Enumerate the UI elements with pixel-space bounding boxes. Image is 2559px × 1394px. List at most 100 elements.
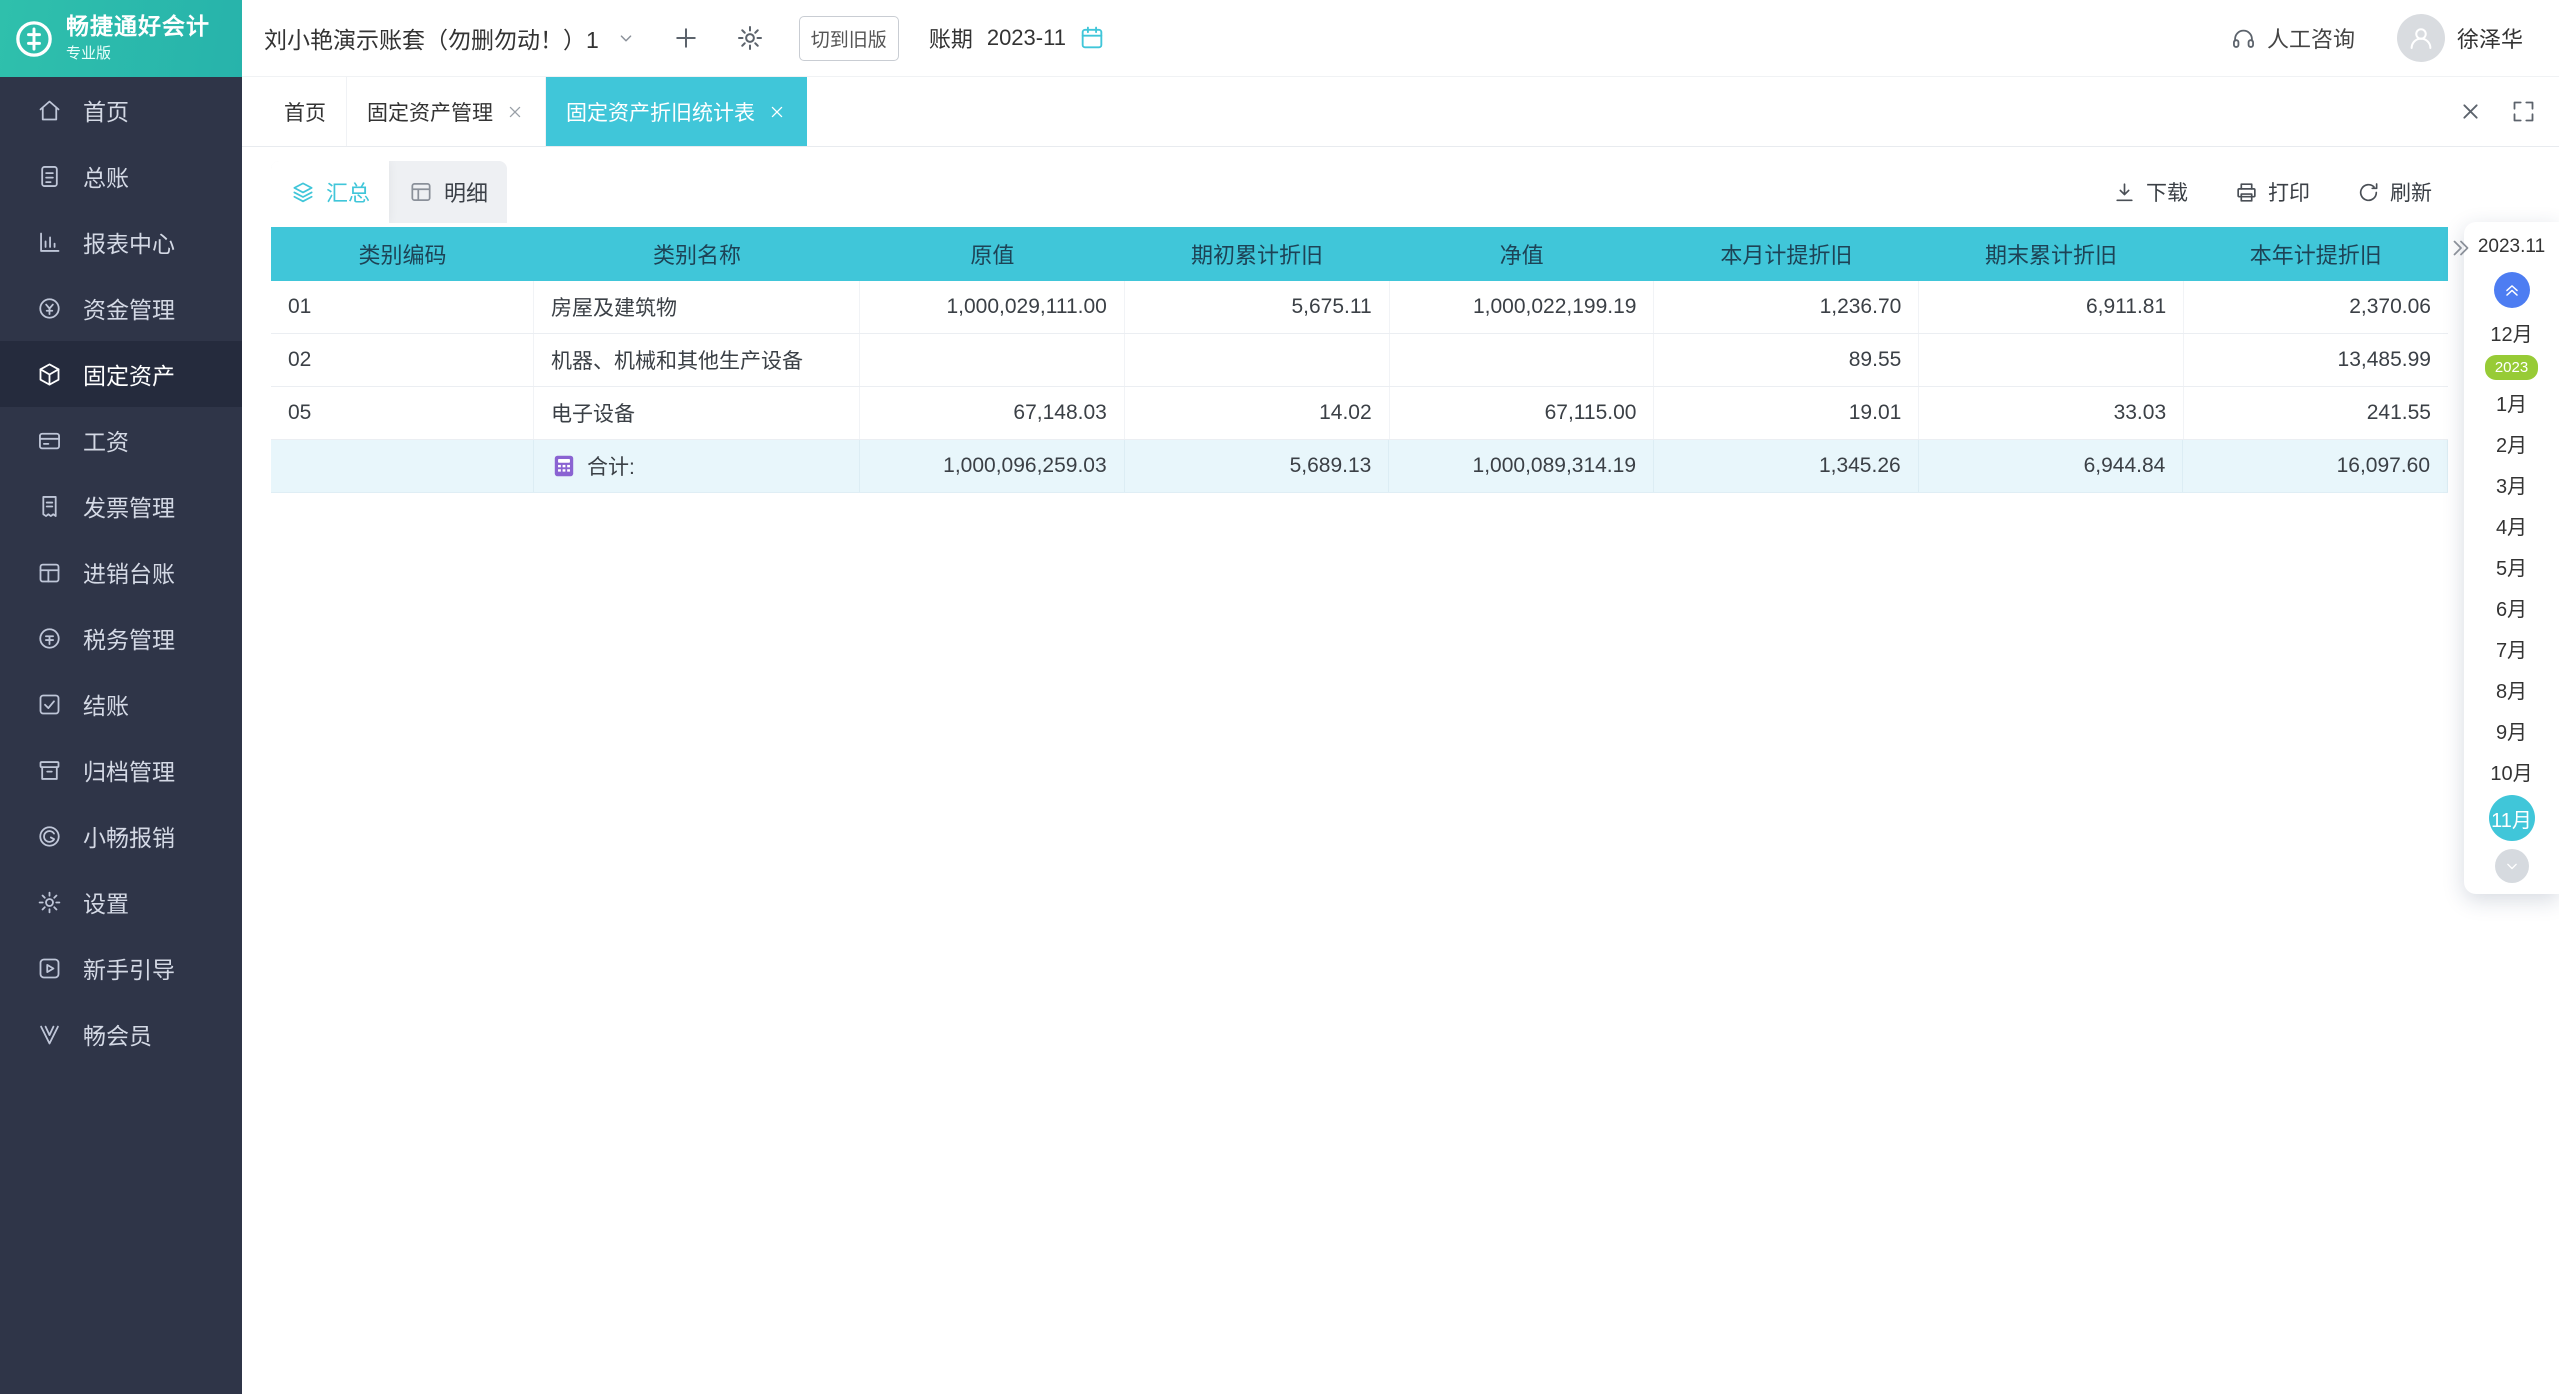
table-total-cell: 6,944.84 <box>1919 440 2184 492</box>
month-item-selected[interactable]: 11月 <box>2488 795 2535 841</box>
view-detail-label: 明细 <box>443 181 488 206</box>
headset-icon <box>2230 25 2257 52</box>
view-detail-button[interactable]: 明细 <box>389 161 507 223</box>
sidebar-item-label: 发票管理 <box>83 495 175 521</box>
tab-0[interactable]: 首页 <box>264 77 347 146</box>
tab-2[interactable]: 固定资产折旧统计表 <box>546 77 807 146</box>
close-all-icon[interactable] <box>2457 98 2484 125</box>
report-icon <box>36 229 63 256</box>
sidebar-item-label: 畅会员 <box>83 1023 152 1049</box>
refresh-icon <box>2356 180 2381 205</box>
panel-collapse-icon[interactable] <box>2448 235 2474 261</box>
table-row[interactable]: 01 房屋及建筑物 1,000,029,111.00 5,675.11 1,000,02… <box>271 281 2448 334</box>
month-item[interactable]: 1月 <box>2495 394 2528 416</box>
tab-1[interactable]: 固定资产管理 <box>347 77 546 146</box>
print-button[interactable]: 打印 <box>2234 177 2310 207</box>
tabbar-actions <box>2457 77 2559 146</box>
month-item[interactable]: 4月 <box>2495 517 2528 539</box>
user-icon <box>2406 23 2436 53</box>
view-summary-button[interactable]: 汇总 <box>271 161 389 223</box>
sidebar-item-2[interactable]: 报表中心 <box>0 209 242 275</box>
refresh-button[interactable]: 刷新 <box>2356 177 2432 207</box>
support-label: 人工咨询 <box>2266 27 2355 52</box>
scroll-down-button[interactable] <box>2494 849 2529 883</box>
month-item[interactable]: 8月 <box>2495 681 2528 703</box>
sidebar-item-label: 固定资产 <box>83 363 175 389</box>
table-total-cell: 1,000,096,259.03 <box>860 440 1125 492</box>
sidebar-item-label: 总账 <box>83 165 129 191</box>
depreciation-table: 类别编码 类别名称 原值 期初累计折旧 净值 本月计提折旧 期末累计折旧 本年计提折旧 01 房… <box>271 227 2449 493</box>
print-label: 打印 <box>2268 182 2310 205</box>
settings-icon <box>36 889 63 916</box>
account-selector-label: 刘小艳演示账套（勿删勿动！）1 <box>264 27 599 53</box>
header-cell: 类别名称 <box>652 243 741 268</box>
sidebar-item-0[interactable]: 首页 <box>0 77 242 143</box>
tab-close-icon[interactable] <box>767 102 787 122</box>
sidebar-item-7[interactable]: 进销台账 <box>0 539 242 605</box>
header-cell: 本年计提折旧 <box>2249 243 2382 268</box>
table-row[interactable]: 02 机器、机械和其他生产设备 89.55 13,485.99 <box>271 334 2448 387</box>
sidebar-item-label: 设置 <box>83 891 129 917</box>
table-total-cell: 16,097.60 <box>2183 440 2449 492</box>
ledger-icon <box>36 163 63 190</box>
avatar[interactable] <box>2396 14 2445 62</box>
calendar-icon[interactable] <box>1078 24 1106 52</box>
refresh-label: 刷新 <box>2390 182 2432 205</box>
double-chevron-up-icon <box>2501 279 2523 301</box>
logo-text: 畅捷通好会计 专业版 <box>66 13 210 63</box>
sidebar-item-9[interactable]: 结账 <box>0 671 242 737</box>
support-link[interactable]: 人工咨询 <box>2230 22 2355 54</box>
sidebar-item-6[interactable]: 发票管理 <box>0 473 242 539</box>
sidebar-item-1[interactable]: 总账 <box>0 143 242 209</box>
period-value[interactable]: 2023-11 <box>986 25 1066 50</box>
sidebar-item-3[interactable]: 资金管理 <box>0 275 242 341</box>
sidebar-item-11[interactable]: 小畅报销 <box>0 803 242 869</box>
chevron-down-icon <box>2502 856 2522 876</box>
sidebar-item-13[interactable]: 新手引导 <box>0 935 242 1001</box>
month-item[interactable]: 5月 <box>2495 558 2528 580</box>
month-item[interactable]: 3月 <box>2495 476 2528 498</box>
month-item[interactable]: 7月 <box>2495 640 2528 662</box>
tax-icon <box>36 625 63 652</box>
month-item[interactable]: 9月 <box>2495 722 2528 744</box>
sidebar-item-5[interactable]: 工资 <box>0 407 242 473</box>
table-cell <box>1919 334 2185 386</box>
guide-icon <box>36 955 63 982</box>
tab-close-icon[interactable] <box>505 102 525 122</box>
member-icon <box>36 1021 63 1048</box>
table-cell: 电子设备 <box>534 387 860 439</box>
fullscreen-icon[interactable] <box>2510 98 2537 125</box>
archive-icon <box>36 757 63 784</box>
account-selector[interactable]: 刘小艳演示账套（勿删勿动！）1 <box>264 21 637 55</box>
sidebar-item-4[interactable]: 固定资产 <box>0 341 242 407</box>
month-item[interactable]: 12月 <box>2490 324 2533 346</box>
sidebar-item-label: 税务管理 <box>83 627 175 653</box>
month-item[interactable]: 2月 <box>2495 435 2528 457</box>
month-item[interactable]: 10月 <box>2490 763 2533 785</box>
gear-icon[interactable] <box>735 23 765 53</box>
table-row[interactable]: 05 电子设备 67,148.03 14.02 67,115.00 19.01 33.03 2… <box>271 387 2448 440</box>
table-total-row: 合计: 1,000,096,259.03 5,689.13 1,000,089,314… <box>271 440 2449 493</box>
table-cell: 1,236.70 <box>1654 281 1920 333</box>
table-cell <box>860 334 1125 386</box>
sidebar-item-8[interactable]: 税务管理 <box>0 605 242 671</box>
sidebar-item-12[interactable]: 设置 <box>0 869 242 935</box>
sidebar-item-label: 工资 <box>83 429 129 455</box>
sidebar-item-label: 资金管理 <box>83 297 175 323</box>
table-cell <box>1390 334 1655 386</box>
asset-icon <box>36 361 63 388</box>
table-cell: 6,911.81 <box>1919 281 2185 333</box>
month-item[interactable]: 6月 <box>2495 599 2528 621</box>
view-summary-label: 汇总 <box>325 181 370 206</box>
scroll-up-button[interactable] <box>2493 272 2530 308</box>
add-icon[interactable] <box>671 23 701 53</box>
table-cell: 5,675.11 <box>1125 281 1390 333</box>
download-button[interactable]: 下载 <box>2112 177 2188 207</box>
content: 汇总 明细 下载 打印 刷新 <box>242 147 2559 1394</box>
switch-old-version-button[interactable]: 切到旧版 <box>798 15 899 61</box>
sidebar-item-14[interactable]: 畅会员 <box>0 1001 242 1067</box>
invoice-icon <box>36 493 63 520</box>
table-cell: 67,148.03 <box>860 387 1125 439</box>
sidebar-item-10[interactable]: 归档管理 <box>0 737 242 803</box>
total-label: 合计: <box>551 451 635 481</box>
